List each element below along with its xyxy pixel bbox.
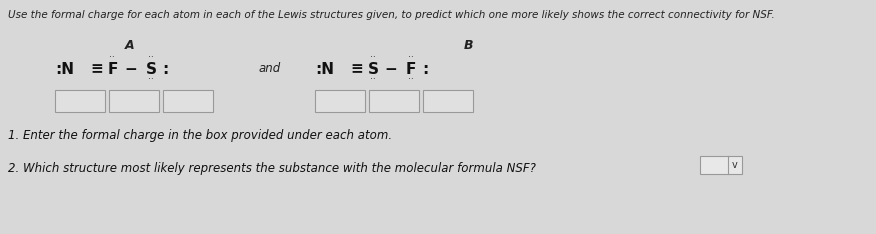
Bar [315,90,365,112]
Text: ≡: ≡ [90,62,102,77]
Text: −: − [124,62,137,77]
Text: v: v [732,160,738,170]
Text: ··: ·· [408,54,413,62]
Bar [700,156,742,174]
Text: and: and [259,62,281,76]
Text: S: S [146,62,157,77]
Text: :: : [162,62,168,77]
Text: F: F [108,62,118,77]
Bar [109,90,159,112]
Bar [55,90,105,112]
Bar [423,90,473,112]
Text: F: F [406,62,416,77]
Text: A: A [125,39,135,52]
Text: S: S [368,62,379,77]
Bar [163,90,213,112]
Text: ··: ·· [148,76,154,84]
Bar [369,90,419,112]
Text: Use the formal charge for each atom in each of the Lewis structures given, to pr: Use the formal charge for each atom in e… [8,10,774,20]
Text: :N: :N [315,62,334,77]
Text: :N: :N [55,62,74,77]
Text: B: B [463,39,473,52]
Text: −: − [384,62,397,77]
Text: 2. Which structure most likely represents the substance with the molecular formu: 2. Which structure most likely represent… [8,162,536,175]
Text: :: : [422,62,428,77]
Text: 1. Enter the formal charge in the box provided under each atom.: 1. Enter the formal charge in the box pr… [8,129,392,142]
Text: ··: ·· [370,54,376,62]
Text: ≡: ≡ [350,62,363,77]
Text: ··: ·· [408,76,413,84]
Text: ··: ·· [148,54,154,62]
Text: ··: ·· [370,76,376,84]
Text: ··: ·· [109,54,115,62]
